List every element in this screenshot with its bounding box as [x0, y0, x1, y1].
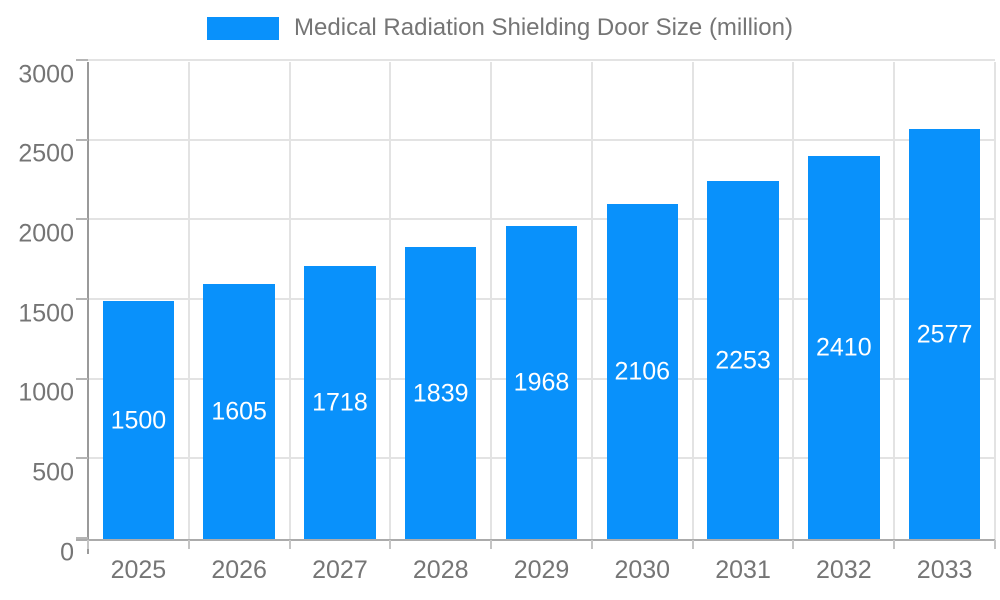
plot-area: 1500 1605 1718 1839 1968 2106 2253 2410 2577 0 50…	[18, 59, 996, 584]
y-tick-label: 500	[32, 458, 74, 487]
bar[interactable]: 2106	[606, 204, 679, 540]
x-axis-line	[76, 539, 995, 541]
bar[interactable]: 1605	[203, 284, 275, 540]
bar[interactable]: 1968	[505, 226, 578, 540]
bar-value-label: 2106	[614, 357, 671, 386]
x-axis-tick	[590, 540, 593, 549]
y-axis-line	[87, 62, 89, 554]
bar[interactable]: 2410	[808, 156, 880, 540]
bar-value-label: 1968	[513, 368, 570, 397]
x-tick-label: 2033	[916, 556, 973, 584]
bar[interactable]: 1500	[102, 301, 175, 540]
bar-value-label: 1839	[412, 379, 469, 407]
bar[interactable]: 1718	[304, 266, 376, 540]
y-axis-tick	[76, 537, 88, 539]
bar-value-label: 1718	[312, 388, 368, 417]
y-axis-tick	[76, 59, 88, 61]
gridline-vertical	[893, 62, 896, 540]
gridline-vertical	[389, 62, 392, 540]
x-axis-tick	[691, 540, 694, 549]
bar-value-label: 2410	[816, 333, 872, 362]
gridline-horizontal	[88, 218, 995, 221]
x-axis-tick	[288, 540, 291, 549]
y-tick-label: 2500	[18, 139, 74, 168]
x-tick-label: 2031	[715, 556, 771, 584]
gridline-vertical	[691, 62, 694, 540]
y-axis-tick	[76, 218, 88, 221]
y-tick-label: 2000	[18, 219, 74, 248]
y-tick-label: 3000	[18, 60, 74, 88]
y-axis-tick	[76, 457, 88, 460]
gridline-vertical	[490, 62, 493, 540]
bar[interactable]: 2577	[908, 129, 981, 540]
y-axis-tick	[76, 298, 88, 300]
gridline-vertical	[288, 62, 291, 540]
legend[interactable]: Medical Radiation Shielding Door Size (m…	[0, 14, 1000, 42]
legend-label: Medical Radiation Shielding Door Size (m…	[294, 14, 793, 41]
gridline-vertical	[590, 62, 593, 540]
bar-value-label: 1500	[110, 406, 167, 434]
bar-value-label: 1605	[211, 397, 267, 426]
bar-value-label: 2577	[916, 320, 973, 349]
x-axis-tick	[994, 540, 996, 549]
bar-value-label: 2253	[715, 346, 771, 375]
x-axis-tick	[187, 540, 190, 549]
x-axis-tick	[792, 540, 795, 549]
y-axis-tick	[76, 138, 88, 141]
x-tick-label: 2032	[816, 556, 872, 584]
x-tick-label: 2028	[412, 556, 469, 584]
legend-swatch	[207, 16, 280, 40]
x-tick-label: 2025	[110, 556, 167, 584]
y-tick-label: 1000	[18, 378, 74, 407]
x-tick-label: 2030	[614, 556, 671, 584]
gridline-vertical	[994, 62, 996, 540]
y-tick-label: 0	[60, 538, 74, 566]
x-axis-tick	[893, 540, 896, 549]
x-tick-label: 2029	[513, 556, 570, 584]
gridline-vertical	[792, 62, 795, 540]
y-tick-label: 1500	[18, 299, 74, 327]
y-axis-tick	[76, 377, 88, 380]
gridline-horizontal	[88, 59, 995, 61]
gridline-vertical	[187, 62, 190, 540]
x-tick-label: 2027	[312, 556, 368, 584]
x-axis-tick	[87, 540, 89, 549]
x-axis-tick	[490, 540, 493, 549]
x-tick-label: 2026	[211, 556, 267, 584]
gridline-horizontal	[88, 138, 995, 141]
bar[interactable]: 1839	[404, 247, 477, 540]
x-axis-tick	[389, 540, 392, 549]
bar[interactable]: 2253	[707, 181, 779, 540]
